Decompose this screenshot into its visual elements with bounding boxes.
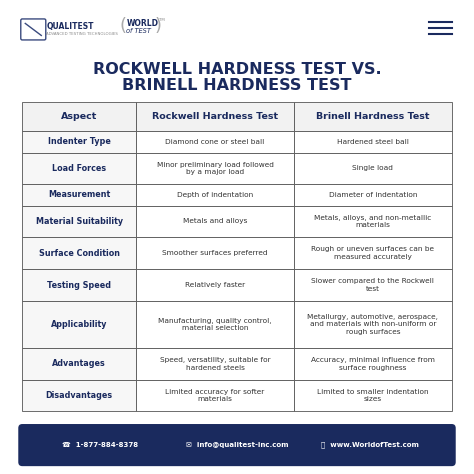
Text: Slower compared to the Rockwell
test: Slower compared to the Rockwell test	[311, 278, 434, 292]
Text: WORLD: WORLD	[126, 19, 158, 28]
Bar	[22, 348, 136, 380]
Text: Metals and alloys: Metals and alloys	[183, 219, 247, 225]
Bar	[294, 301, 452, 348]
Text: of TEST: of TEST	[126, 28, 151, 35]
Text: Applicability: Applicability	[51, 320, 108, 329]
Text: Load Forces: Load Forces	[52, 164, 106, 173]
Text: Metallurgy, automotive, aerospace,
and materials with non-uniform or
rough surfa: Metallurgy, automotive, aerospace, and m…	[308, 314, 438, 335]
Bar	[22, 269, 136, 301]
Text: Smoother surfaces preferred: Smoother surfaces preferred	[163, 250, 268, 256]
Text: ROCKWELL HARDNESS TEST VS.: ROCKWELL HARDNESS TEST VS.	[93, 62, 381, 77]
Text: Measurement: Measurement	[48, 191, 110, 200]
Text: (: (	[119, 18, 126, 36]
Text: Testing Speed: Testing Speed	[47, 281, 111, 290]
Bar	[294, 206, 452, 237]
Text: BRINELL HARDNESS TEST: BRINELL HARDNESS TEST	[122, 78, 352, 93]
Bar	[136, 131, 294, 153]
Bar	[136, 301, 294, 348]
Text: Single load: Single load	[353, 165, 393, 172]
Bar	[136, 348, 294, 380]
Text: Diamond cone or steel ball: Diamond cone or steel ball	[165, 139, 264, 145]
Bar	[294, 348, 452, 380]
Text: Limited accuracy for softer
materials: Limited accuracy for softer materials	[165, 389, 264, 402]
Text: Speed, versatility, suitable for
hardened steels: Speed, versatility, suitable for hardene…	[160, 357, 270, 371]
Bar	[22, 206, 136, 237]
Text: Rough or uneven surfaces can be
measured accurately: Rough or uneven surfaces can be measured…	[311, 246, 434, 260]
Bar	[294, 237, 452, 269]
Bar	[22, 102, 136, 131]
Bar	[136, 269, 294, 301]
Text: Relatively faster: Relatively faster	[185, 282, 245, 288]
Bar	[136, 237, 294, 269]
Text: Limited to smaller indentation
sizes: Limited to smaller indentation sizes	[317, 389, 428, 402]
Text: Brinell Hardness Test: Brinell Hardness Test	[316, 112, 429, 121]
Bar	[294, 153, 452, 184]
Bar	[136, 184, 294, 206]
Text: ADVANCED TESTING TECHNOLOGIES: ADVANCED TESTING TECHNOLOGIES	[46, 32, 118, 36]
Bar	[136, 206, 294, 237]
Text: QUALITEST: QUALITEST	[46, 22, 94, 31]
Text: Minor preliminary load followed
by a major load: Minor preliminary load followed by a maj…	[157, 162, 273, 175]
Text: Disadvantages: Disadvantages	[46, 391, 113, 400]
Text: Accuracy, minimal influence from
surface roughness: Accuracy, minimal influence from surface…	[311, 357, 435, 371]
Text: Rockwell Hardness Test: Rockwell Hardness Test	[152, 112, 278, 121]
Bar	[294, 380, 452, 411]
Bar	[22, 380, 136, 411]
Bar	[294, 184, 452, 206]
Text: Surface Condition: Surface Condition	[39, 249, 119, 258]
Text: ✉  info@qualitest-inc.com: ✉ info@qualitest-inc.com	[186, 442, 288, 448]
Text: Material Suitability: Material Suitability	[36, 217, 123, 226]
Bar	[22, 184, 136, 206]
Bar	[136, 380, 294, 411]
Bar	[22, 153, 136, 184]
Bar	[136, 153, 294, 184]
Text: Metals, alloys, and non-metallic
materials: Metals, alloys, and non-metallic materia…	[314, 215, 431, 228]
Bar	[22, 301, 136, 348]
FancyBboxPatch shape	[18, 424, 456, 466]
Text: Advantages: Advantages	[52, 359, 106, 368]
Text: Depth of indentation: Depth of indentation	[177, 192, 253, 198]
Text: ⓘ  www.WorldofTest.com: ⓘ www.WorldofTest.com	[321, 442, 419, 448]
Text: ☎  1-877-884-8378: ☎ 1-877-884-8378	[62, 442, 137, 448]
Bar	[136, 102, 294, 131]
Text: ): )	[154, 18, 161, 36]
FancyBboxPatch shape	[21, 19, 46, 40]
Text: Aspect: Aspect	[61, 112, 97, 121]
Text: Hardened steel ball: Hardened steel ball	[337, 139, 409, 145]
Bar	[294, 102, 452, 131]
Text: Manufacturing, quality control,
material selection: Manufacturing, quality control, material…	[158, 318, 272, 331]
Text: TM: TM	[159, 18, 165, 22]
Text: Indenter Type: Indenter Type	[48, 137, 110, 146]
Bar	[294, 269, 452, 301]
Bar	[22, 131, 136, 153]
Text: Diameter of indentation: Diameter of indentation	[328, 192, 417, 198]
Bar	[22, 237, 136, 269]
Bar	[294, 131, 452, 153]
